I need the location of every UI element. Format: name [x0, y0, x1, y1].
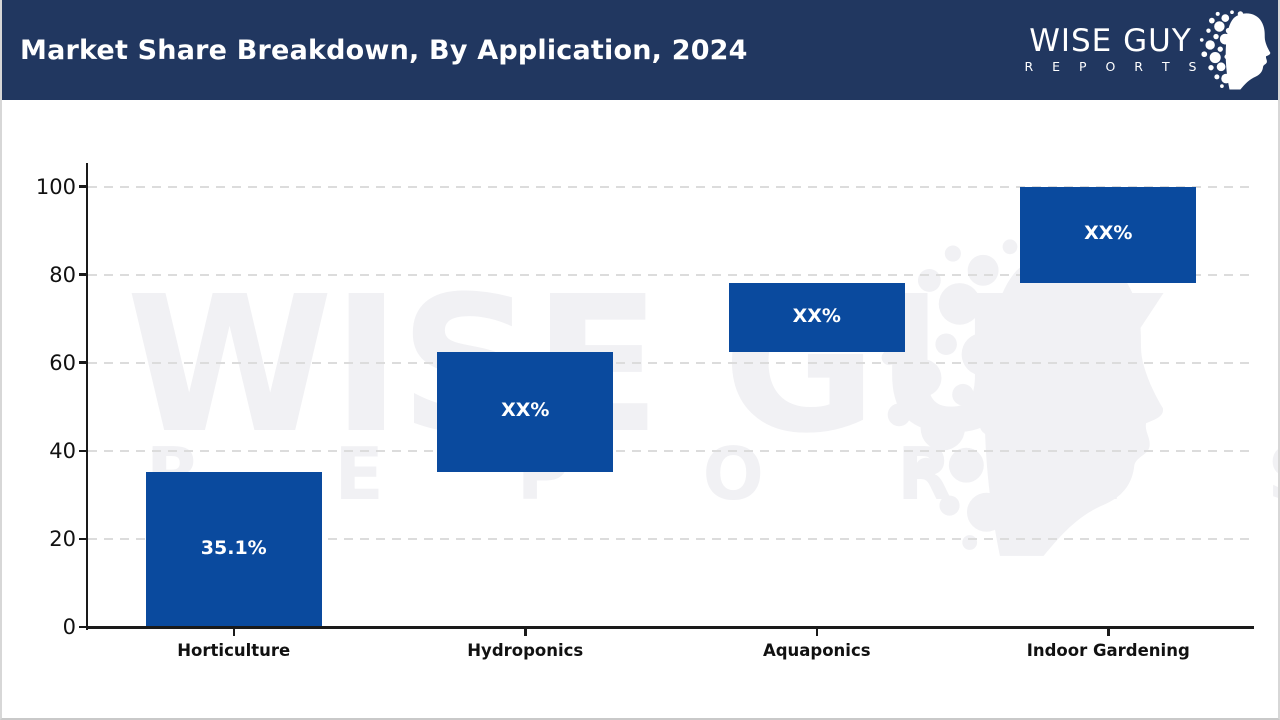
y-tick-mark — [79, 273, 88, 276]
y-tick-label: 0 — [62, 615, 76, 639]
bar-indoor-gardening — [1020, 186, 1197, 284]
header-bar: Market Share Breakdown, By Application, … — [0, 0, 1280, 100]
x-tick-mark — [524, 627, 527, 636]
x-tick-mark — [1107, 627, 1110, 636]
bar-horticulture — [145, 472, 322, 627]
y-tick-mark — [79, 625, 88, 629]
y-tick-label: 80 — [49, 262, 76, 287]
y-tick-mark — [79, 537, 88, 541]
gridline — [88, 361, 1254, 364]
brand-name: WISE GUY — [1029, 23, 1192, 60]
bar-hydroponics — [437, 352, 614, 473]
x-tick-mark — [232, 627, 235, 636]
bar-value-label: XX% — [1084, 221, 1133, 244]
y-axis — [85, 163, 88, 630]
x-label-hydroponics: Hydroponics — [467, 641, 584, 660]
y-tick-label: 40 — [49, 438, 76, 463]
x-axis — [85, 626, 1254, 629]
x-label-aquaponics: Aquaponics — [762, 641, 871, 660]
gridline — [88, 537, 1254, 540]
brand-subtitle: R E P O R T S — [1024, 59, 1204, 75]
y-tick-mark — [79, 361, 88, 364]
y-tick-label: 20 — [49, 526, 76, 551]
bar-value-label: 35.1% — [200, 536, 267, 559]
bar-aquaponics — [728, 283, 905, 353]
gridline — [88, 185, 1254, 188]
bar-value-label: XX% — [501, 399, 550, 422]
bar-value-label: XX% — [792, 304, 841, 327]
x-label-indoor-gardening: Indoor Gardening — [1026, 641, 1190, 660]
x-label-horticulture: Horticulture — [177, 641, 291, 660]
page-title: Market Share Breakdown, By Application, … — [20, 34, 748, 66]
y-tick-label: 100 — [35, 174, 76, 199]
gridline — [88, 449, 1254, 452]
gridline — [88, 273, 1254, 276]
brand-logo-text: WISE GUY R E P O R T S — [1017, 26, 1204, 74]
y-tick-mark — [79, 185, 88, 188]
x-tick-mark — [815, 627, 818, 636]
y-tick-mark — [79, 449, 88, 453]
brand-logo: WISE GUY R E P O R T S — [1017, 0, 1274, 100]
y-tick-label: 60 — [49, 350, 76, 375]
